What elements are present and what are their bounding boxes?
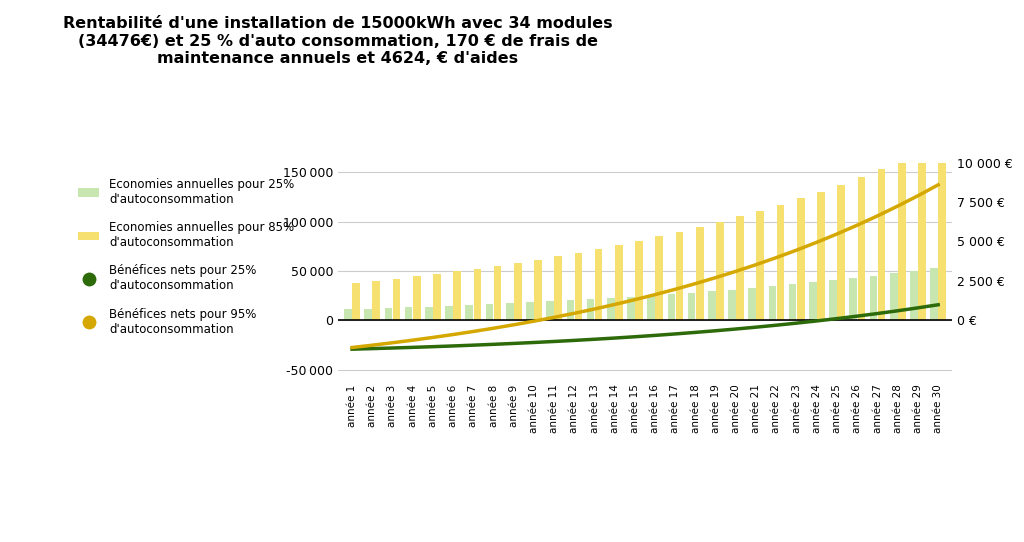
Bar	[352, 283, 360, 320]
Bar	[708, 292, 716, 320]
Bar	[627, 297, 635, 320]
Bar	[749, 288, 756, 320]
Text: Rentabilité d'une installation de 15000kWh avec 34 modules
(34476€) et 25 % d'au: Rentabilité d'une installation de 15000k…	[63, 16, 612, 66]
Bar	[919, 152, 926, 320]
Bar	[413, 276, 421, 320]
Bar	[615, 245, 623, 320]
Bar	[736, 216, 744, 320]
Bar	[466, 305, 473, 320]
Bar	[587, 299, 594, 320]
Bar	[554, 256, 562, 320]
Bar	[494, 266, 502, 320]
Bar	[546, 301, 554, 320]
Bar	[757, 211, 764, 320]
Bar	[850, 278, 857, 320]
Bar	[385, 308, 392, 320]
Bar	[716, 222, 724, 320]
Bar	[535, 260, 542, 320]
Bar	[445, 306, 453, 320]
Bar	[526, 302, 534, 320]
Bar	[506, 304, 514, 320]
Bar	[910, 271, 918, 320]
Bar	[473, 268, 481, 320]
Bar	[373, 281, 380, 320]
Bar	[728, 290, 736, 320]
Bar	[676, 232, 683, 320]
Bar	[869, 276, 878, 320]
Bar	[485, 304, 494, 320]
Bar	[595, 249, 602, 320]
Bar	[433, 274, 440, 320]
Bar	[668, 294, 675, 320]
Bar	[898, 161, 905, 320]
Bar	[344, 309, 352, 320]
Bar	[688, 293, 695, 320]
Bar	[809, 282, 817, 320]
Bar	[696, 227, 703, 320]
Bar	[635, 241, 643, 320]
Bar	[890, 273, 898, 320]
Bar	[454, 271, 461, 320]
Legend: Economies annuelles pour 25%
d'autoconsommation, Economies annuelles pour 85%
d': Economies annuelles pour 25% d'autoconso…	[74, 173, 299, 340]
Bar	[425, 307, 433, 320]
Bar	[817, 192, 824, 320]
Bar	[566, 300, 574, 320]
Bar	[930, 268, 938, 320]
Bar	[404, 307, 413, 320]
Bar	[788, 285, 797, 320]
Bar	[938, 143, 946, 320]
Bar	[857, 177, 865, 320]
Bar	[365, 308, 372, 320]
Bar	[878, 169, 886, 320]
Bar	[838, 185, 845, 320]
Bar	[797, 198, 805, 320]
Bar	[776, 205, 784, 320]
Bar	[647, 295, 655, 320]
Bar	[769, 286, 776, 320]
Bar	[514, 263, 521, 320]
Bar	[655, 236, 664, 320]
Bar	[574, 253, 583, 320]
Bar	[607, 298, 614, 320]
Bar	[392, 279, 400, 320]
Bar	[829, 280, 837, 320]
